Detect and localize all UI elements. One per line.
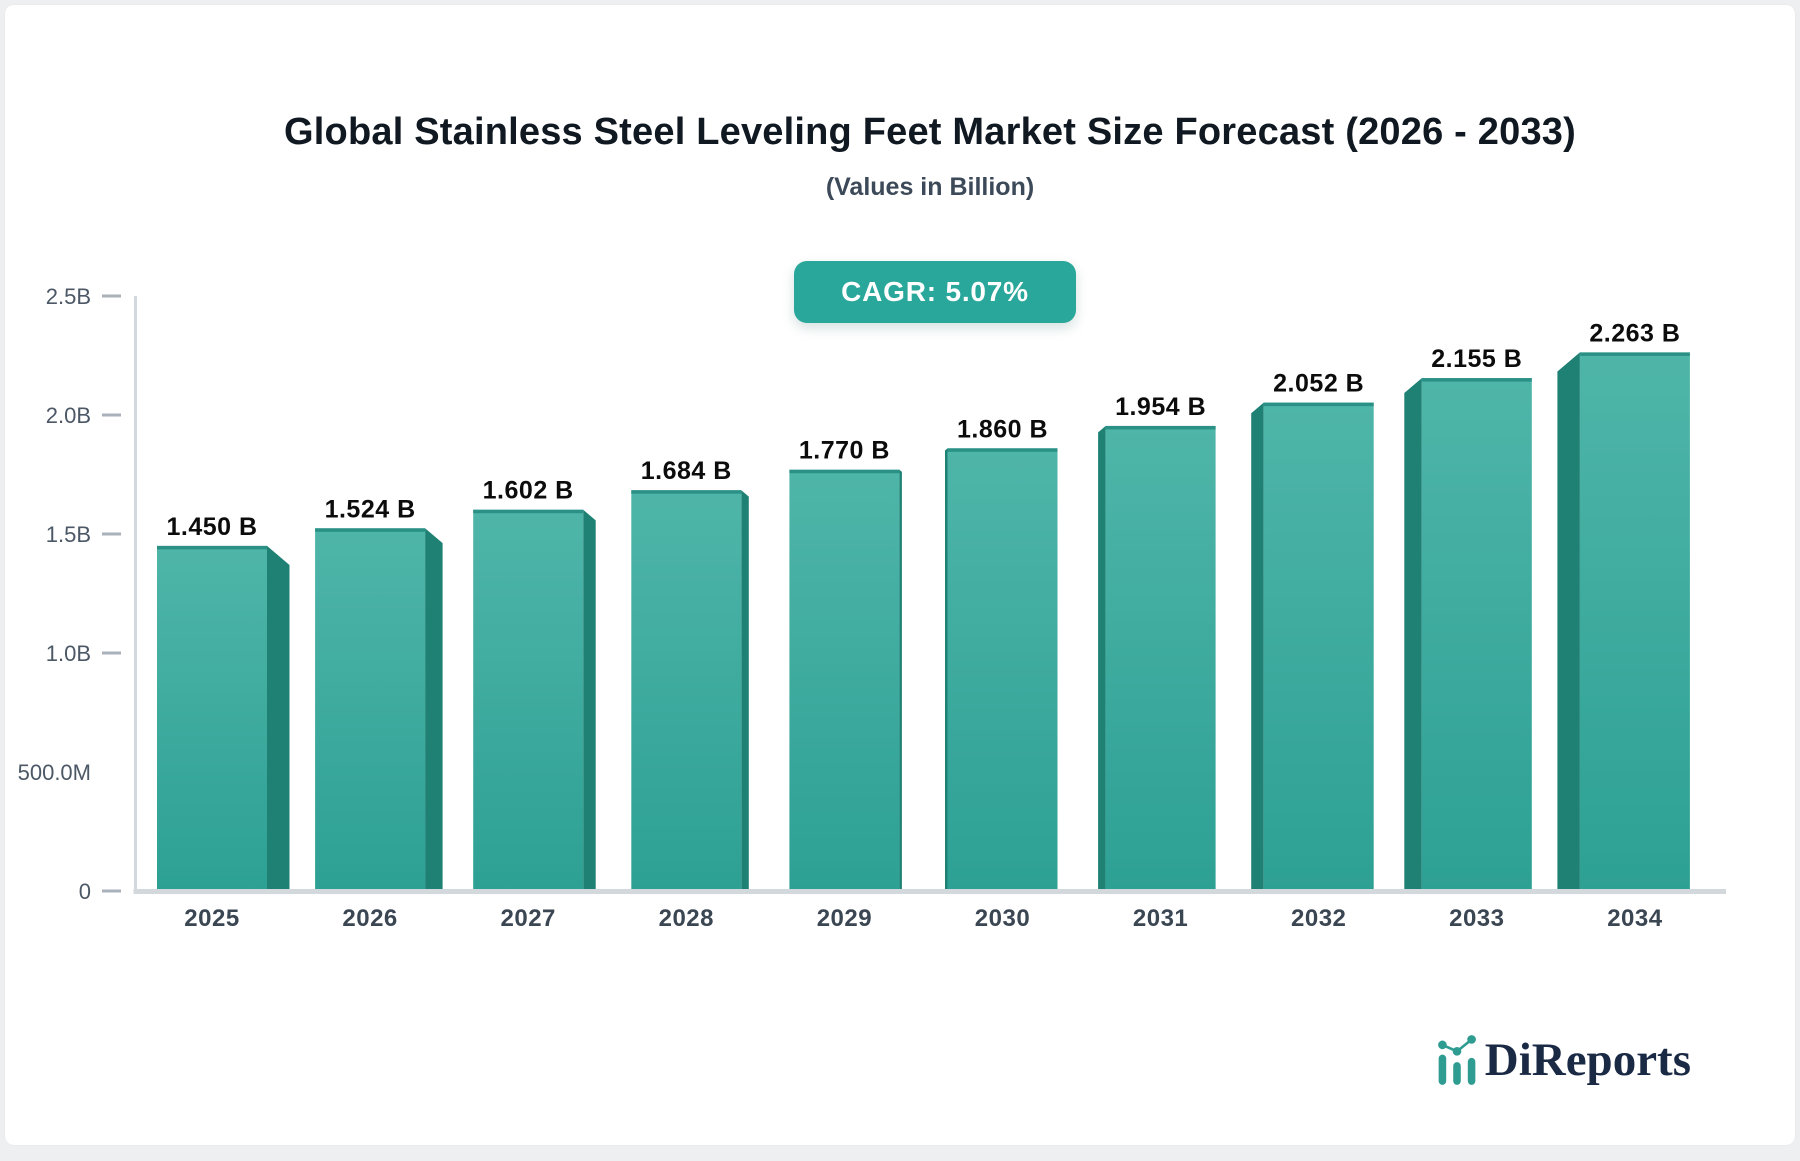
bar-2029: [789, 469, 902, 891]
bar-line-chart-icon: [1437, 1035, 1476, 1085]
cagr-badge-label: CAGR: 5.07%: [841, 276, 1029, 307]
x-axis-label: 2027: [501, 905, 556, 932]
report-card: Global Stainless Steel Leveling Feet Mar…: [4, 4, 1796, 1146]
bar-face: [947, 448, 1058, 891]
bar-value-label: 2.263 B: [1589, 319, 1680, 347]
bar-top-edge: [1579, 352, 1690, 356]
bar-top-edge: [1105, 425, 1216, 430]
y-tick-label: 1.0B: [46, 641, 91, 666]
y-tick-label: 0: [79, 879, 91, 904]
bar-top-edge: [157, 545, 267, 550]
bar-top-edge: [1421, 378, 1532, 382]
bar-face: [631, 490, 742, 891]
bar-side-face: [945, 448, 948, 891]
bar-2025: [157, 545, 290, 891]
bar-2026: [315, 528, 443, 891]
bar-side-face: [1251, 402, 1264, 891]
cagr-badge: CAGR: 5.07%: [794, 261, 1076, 323]
bar-top-edge: [789, 469, 900, 474]
brand-logo-text: DiReports: [1484, 1034, 1691, 1087]
bar-side-face: [1557, 352, 1580, 891]
y-tick-label: 2.5B: [46, 284, 91, 309]
bar-side-face: [741, 490, 749, 891]
chart-subtitle: (Values in Billion): [825, 173, 1035, 201]
bar-2030: [945, 448, 1058, 891]
bar-side-face: [267, 545, 290, 891]
y-tick-label: 1.5B: [46, 522, 91, 547]
x-axis-label: 2026: [342, 905, 397, 932]
bar-top-edge: [631, 490, 742, 494]
bar-2034: [1557, 352, 1690, 891]
bar-value-label: 1.860 B: [957, 415, 1048, 443]
y-tick-label: 2.0B: [46, 403, 91, 428]
x-axis-label: 2029: [817, 905, 872, 932]
bar-top-edge: [947, 448, 1058, 452]
bar-value-label: 1.770 B: [799, 437, 890, 465]
x-axis-label: 2031: [1133, 905, 1188, 932]
bar-face: [1421, 378, 1532, 891]
bar-side-face: [1098, 425, 1106, 891]
bar-top-edge: [315, 528, 426, 532]
bar-2031: [1098, 425, 1216, 891]
x-axis-label: 2032: [1291, 905, 1346, 932]
bar-2033: [1404, 378, 1532, 891]
bar-chart: 2.5B 2.0B 1.5B 1.0B 500.0M 0 1.450 B 2025 1.524 …: [18, 284, 1726, 932]
bar-value-label: 1.684 B: [641, 457, 732, 485]
bar-side-face: [583, 509, 596, 891]
bar-value-label: 1.524 B: [325, 495, 416, 523]
chart-title: Global Stainless Steel Leveling Feet Mar…: [284, 111, 1576, 153]
bar-value-label: 1.602 B: [483, 477, 574, 505]
bar-face: [157, 545, 267, 891]
bar-value-label: 2.155 B: [1431, 345, 1522, 373]
bar-side-face: [1404, 378, 1422, 891]
bar-side-face: [899, 469, 902, 891]
bar-face: [1579, 352, 1690, 891]
bar-face: [1105, 425, 1216, 891]
x-axis-label: 2033: [1449, 905, 1504, 932]
bar-2028: [631, 490, 749, 891]
brand-logo: DiReports: [1437, 1033, 1691, 1087]
bar-value-label: 1.954 B: [1115, 393, 1206, 421]
bar-side-face: [425, 528, 443, 891]
x-axis-label: 2028: [659, 905, 714, 932]
y-tick-label: 500.0M: [18, 760, 91, 785]
x-axis-label: 2034: [1607, 905, 1663, 932]
bar-face: [315, 528, 426, 891]
x-axis-label: 2030: [975, 905, 1030, 932]
bar-face: [1263, 402, 1374, 891]
bar-2032: [1251, 402, 1374, 891]
bar-face: [789, 469, 900, 891]
bar-2027: [473, 509, 596, 891]
bar-face: [473, 509, 584, 891]
bar-value-label: 1.450 B: [166, 513, 257, 541]
bar-top-edge: [473, 509, 584, 514]
bar-value-label: 2.052 B: [1273, 370, 1364, 398]
bar-top-edge: [1263, 402, 1374, 407]
x-axis-label: 2025: [184, 905, 239, 932]
